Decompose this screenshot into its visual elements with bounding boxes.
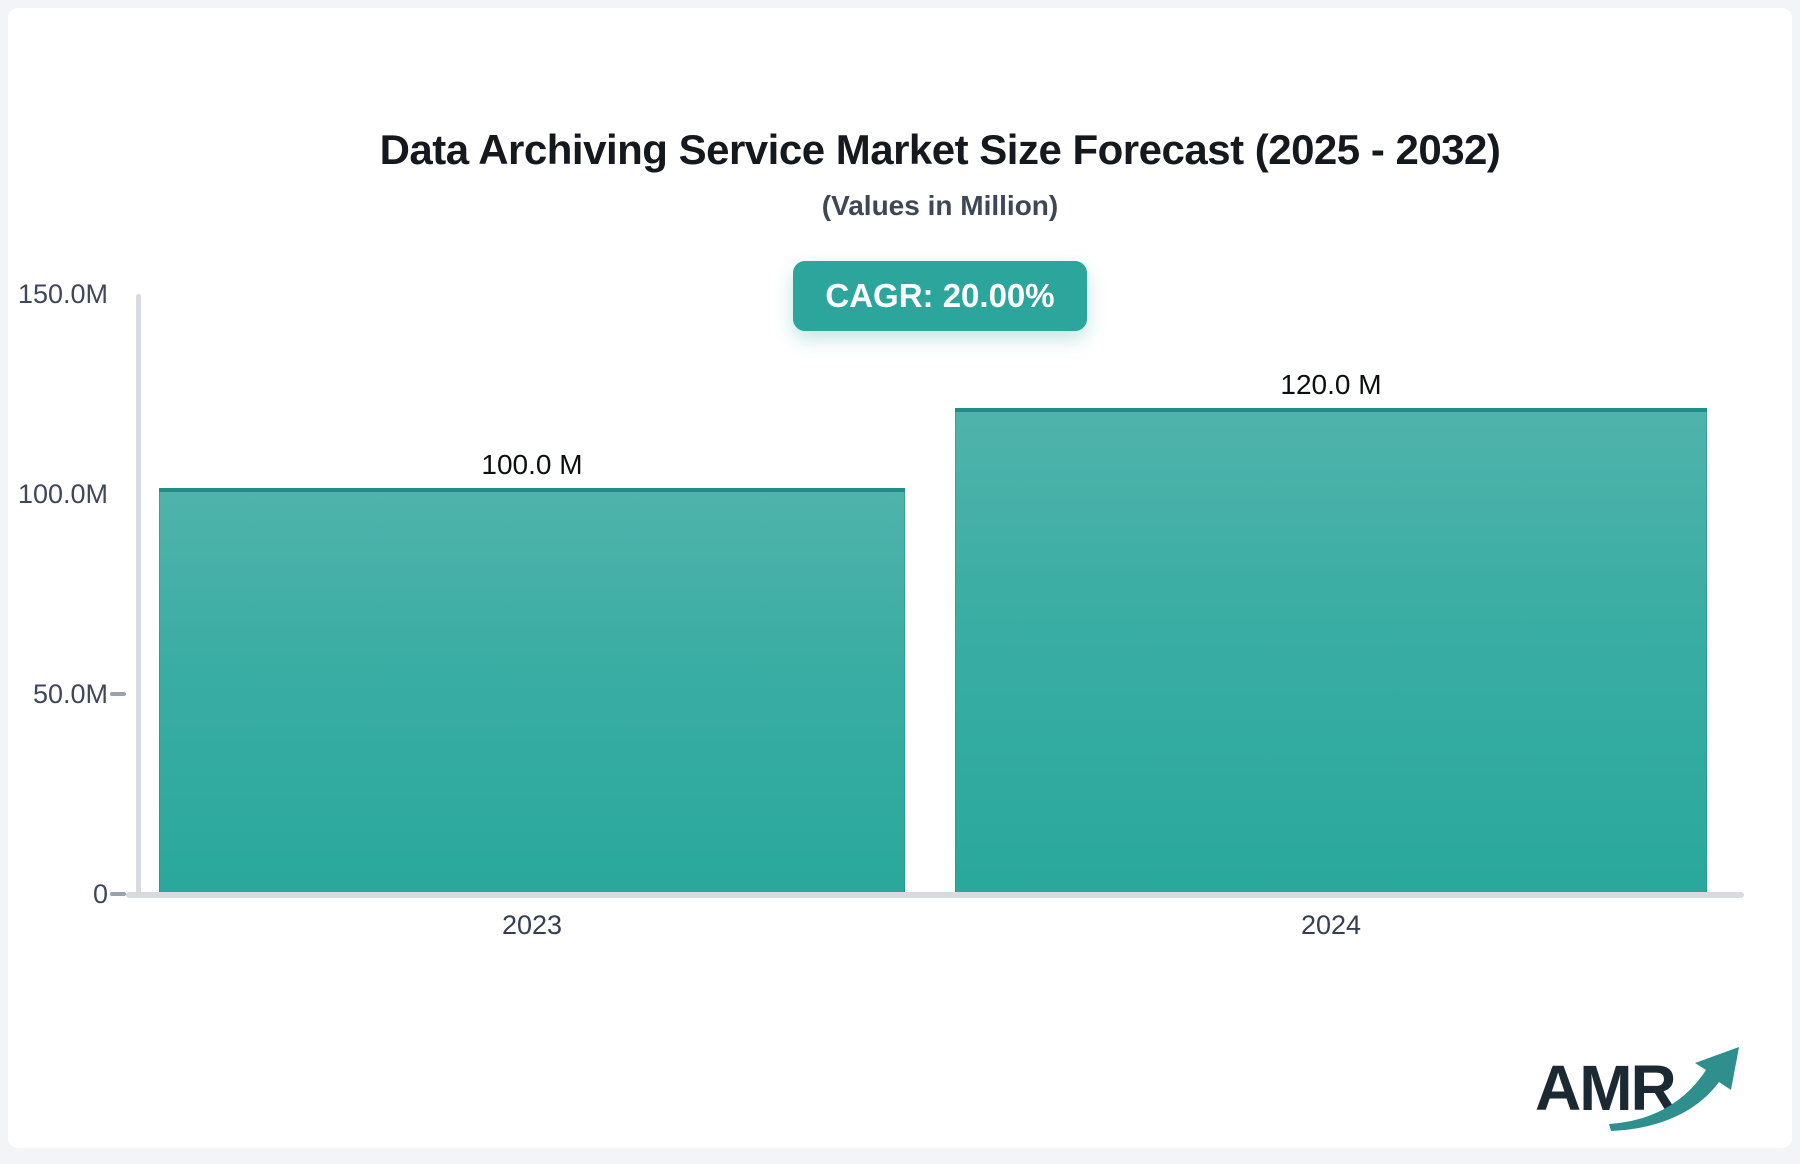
chart-subtitle: (Values in Million) bbox=[821, 190, 1059, 221]
cagr-badge-row: CAGR: 20.00% bbox=[136, 261, 1744, 331]
amr-logo-text: AMR bbox=[1535, 1052, 1676, 1124]
y-tick-mark bbox=[110, 892, 126, 896]
y-tick-label: 150.0M bbox=[17, 279, 108, 309]
bar-value-label: 120.0 M bbox=[1280, 369, 1382, 400]
cagr-badge: CAGR: 20.00% bbox=[793, 261, 1087, 331]
y-tick-mark bbox=[110, 692, 126, 696]
y-tick-label: 0 bbox=[92, 879, 108, 909]
bar-value-label: 100.0 M bbox=[481, 449, 583, 480]
y-tick-label: 100.0M bbox=[17, 479, 108, 509]
chart-title: Data Archiving Service Market Size Forec… bbox=[379, 126, 1501, 173]
bar-2023 bbox=[159, 488, 905, 892]
x-axis-line bbox=[126, 892, 1744, 898]
amr-logo-graphic: AMR bbox=[1535, 1047, 1739, 1131]
trend-up-arrow-icon bbox=[1609, 1047, 1739, 1131]
y-tick-label: 50.0M bbox=[32, 679, 108, 709]
y-axis-line bbox=[136, 294, 141, 898]
bar-2024 bbox=[955, 408, 1707, 892]
plot-area: 150.0M 100.0M 50.0M 0 100.0 M 120.0 M 20… bbox=[8, 8, 1800, 1164]
x-category-label: 2023 bbox=[501, 910, 563, 940]
chart-card: Data Archiving Service Market Size Forec… bbox=[8, 8, 1792, 1148]
amr-logo: AMR bbox=[1513, 1026, 1773, 1136]
x-category-label: 2024 bbox=[1300, 910, 1362, 940]
